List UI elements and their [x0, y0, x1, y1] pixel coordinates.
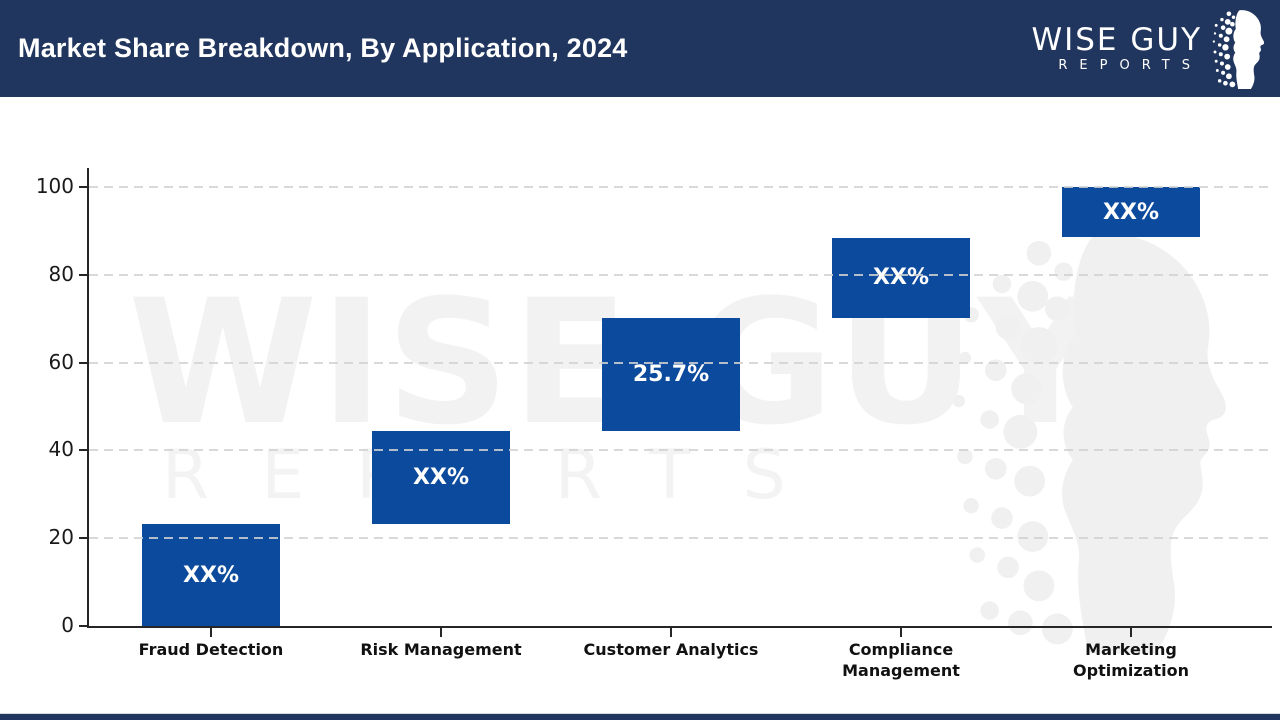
y-tick-label-60: 60 — [48, 349, 74, 374]
watermark-head-icon — [952, 233, 1226, 654]
x-category-label: Fraud Detection — [138, 640, 284, 659]
bar-value-label: XX% — [183, 562, 239, 588]
brand-head-icon — [1212, 10, 1265, 89]
brand-subtitle: REPORTS — [1058, 58, 1202, 74]
bar-value-label: XX% — [413, 464, 469, 490]
x-axis-line — [87, 626, 1272, 628]
y-tick-label-20: 20 — [48, 525, 74, 550]
y-tick-80 — [79, 273, 88, 276]
x-category-label: Compliance Management — [842, 640, 960, 680]
x-tick — [1130, 628, 1132, 637]
bar-segment: XX% — [832, 237, 970, 318]
y-axis-line — [87, 168, 89, 628]
x-tick — [670, 628, 672, 637]
bar-value-label: XX% — [1103, 199, 1159, 225]
y-tick-40 — [79, 449, 88, 452]
y-tick-20 — [79, 537, 88, 540]
gridline-60 — [89, 361, 1272, 364]
bar-segment: XX% — [142, 524, 280, 626]
brand-text: WISE GUY REPORTS — [1031, 24, 1202, 74]
page-title: Market Share Breakdown, By Application, … — [18, 33, 628, 63]
bar-segment: 25.7% — [602, 317, 740, 431]
brand-logo: WISE GUY REPORTS — [1031, 8, 1266, 89]
x-category-label: Customer Analytics — [583, 640, 759, 659]
y-tick-0 — [79, 625, 88, 627]
footer-hairline — [0, 713, 1280, 714]
x-category-label: Marketing Optimization — [1073, 640, 1189, 680]
y-tick-label-100: 100 — [35, 174, 74, 198]
bar-segment: XX% — [372, 430, 510, 525]
x-tick — [210, 628, 212, 637]
y-tick-label-0: 0 — [61, 613, 74, 637]
header: Market Share Breakdown, By Application, … — [0, 0, 1280, 97]
brand-name: WISE GUY — [1031, 21, 1202, 58]
y-tick-label-80: 80 — [48, 261, 74, 286]
y-tick-60 — [79, 361, 88, 364]
bar-value-label: XX% — [873, 265, 929, 291]
y-tick-100 — [79, 186, 88, 188]
gridline-80 — [89, 273, 1272, 276]
gridline-40 — [89, 449, 1272, 452]
gridline-100 — [89, 186, 1272, 188]
x-tick — [440, 628, 442, 637]
x-tick — [900, 628, 902, 637]
bar-segment: XX% — [1062, 187, 1200, 238]
y-tick-label-40: 40 — [48, 437, 74, 462]
gridline-20 — [89, 537, 1272, 540]
bar-value-label: 25.7% — [632, 361, 710, 387]
footer-bar — [0, 714, 1280, 720]
x-category-label: Risk Management — [360, 640, 522, 659]
